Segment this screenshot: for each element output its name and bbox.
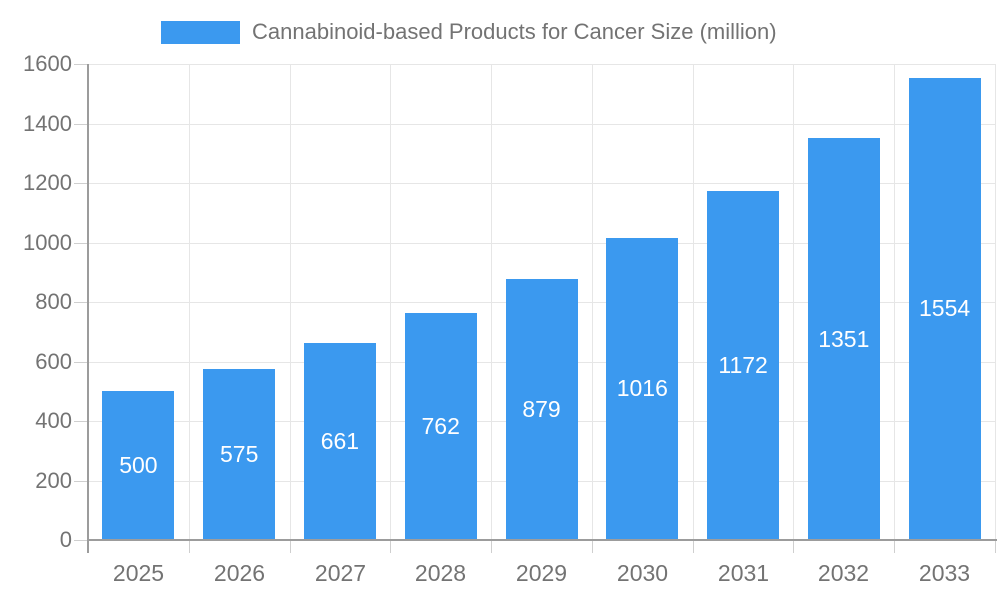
y-axis-label: 400: [35, 408, 72, 433]
x-tick: [995, 541, 996, 553]
y-tick: [74, 421, 88, 422]
y-tick: [74, 540, 88, 541]
x-axis-label: 2028: [414, 560, 467, 586]
v-gridline: [995, 64, 996, 540]
y-tick: [74, 481, 88, 482]
y-axis-label: 800: [35, 289, 72, 314]
v-gridline: [793, 64, 794, 540]
bar-2026[interactable]: 575: [203, 368, 276, 540]
h-gridline: [88, 183, 995, 184]
y-axis-label: 1400: [23, 111, 72, 136]
v-gridline: [894, 64, 895, 540]
v-gridline: [491, 64, 492, 540]
h-gridline: [88, 124, 995, 125]
h-gridline: [88, 64, 995, 65]
bar-2029[interactable]: 879: [505, 278, 578, 540]
bar-2028[interactable]: 762: [404, 313, 477, 540]
v-gridline: [693, 64, 694, 540]
x-tick: [693, 541, 694, 553]
v-gridline: [390, 64, 391, 540]
bar-value-label: 1016: [616, 375, 668, 402]
x-axis-label: 2026: [213, 560, 266, 586]
bar-value-label: 762: [421, 413, 460, 440]
x-tick: [290, 541, 291, 553]
y-axis-label: 1200: [23, 170, 72, 195]
y-tick: [74, 243, 88, 244]
y-axis-label: 1000: [23, 230, 72, 255]
y-axis-label: 1600: [23, 51, 72, 76]
bar-value-label: 1351: [818, 325, 870, 352]
bar-2031[interactable]: 1172: [707, 191, 780, 540]
bar-2030[interactable]: 1016: [606, 237, 679, 540]
x-tick: [592, 541, 593, 553]
legend-swatch: [161, 20, 240, 44]
x-tick: [491, 541, 492, 553]
bar-value-label: 1554: [919, 295, 971, 322]
bar-value-label: 575: [220, 440, 259, 467]
x-tick: [793, 541, 794, 553]
v-gridline: [189, 64, 190, 540]
y-tick: [74, 302, 88, 303]
x-axis-label: 2025: [112, 560, 165, 586]
x-tick: [390, 541, 391, 553]
y-tick: [74, 362, 88, 363]
x-axis-label: 2030: [616, 560, 669, 586]
v-gridline: [290, 64, 291, 540]
y-axis-label: 200: [35, 468, 72, 493]
bar-value-label: 500: [119, 452, 158, 479]
bar-value-label: 1172: [718, 352, 768, 379]
x-axis-label: 2029: [515, 560, 568, 586]
bar-value-label: 879: [522, 395, 561, 422]
y-axis-label: 0: [59, 527, 72, 552]
bar-2027[interactable]: 661: [303, 343, 376, 540]
x-axis-label: 2031: [717, 560, 770, 586]
y-tick: [74, 64, 88, 65]
bar-2033[interactable]: 1554: [908, 77, 981, 540]
y-tick: [74, 124, 88, 125]
y-axis-line: [87, 64, 89, 553]
y-tick: [74, 183, 88, 184]
x-tick: [894, 541, 895, 553]
legend-label: Cannabinoid-based Products for Cancer Si…: [252, 19, 777, 44]
bar-2032[interactable]: 1351: [807, 138, 880, 540]
bar-2025[interactable]: 500: [102, 391, 175, 541]
h-gridline: [88, 243, 995, 244]
chart-legend[interactable]: Cannabinoid-based Products for Cancer Si…: [161, 20, 777, 44]
x-axis-line: [87, 539, 997, 541]
x-tick: [189, 541, 190, 553]
bar-value-label: 661: [320, 428, 360, 455]
x-axis-label: 2027: [314, 560, 367, 586]
y-axis-label: 600: [35, 349, 72, 374]
x-axis-label: 2033: [918, 560, 971, 586]
x-axis-label: 2032: [817, 560, 870, 586]
v-gridline: [592, 64, 593, 540]
